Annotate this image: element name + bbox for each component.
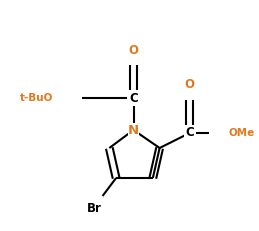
Text: O: O [185, 79, 195, 91]
Text: Br: Br [87, 201, 102, 215]
Text: OMe: OMe [228, 128, 255, 138]
Text: N: N [128, 124, 139, 137]
Text: C: C [129, 91, 138, 104]
Text: C: C [185, 127, 194, 140]
Text: O: O [128, 43, 139, 57]
Text: t-BuO: t-BuO [20, 93, 53, 103]
